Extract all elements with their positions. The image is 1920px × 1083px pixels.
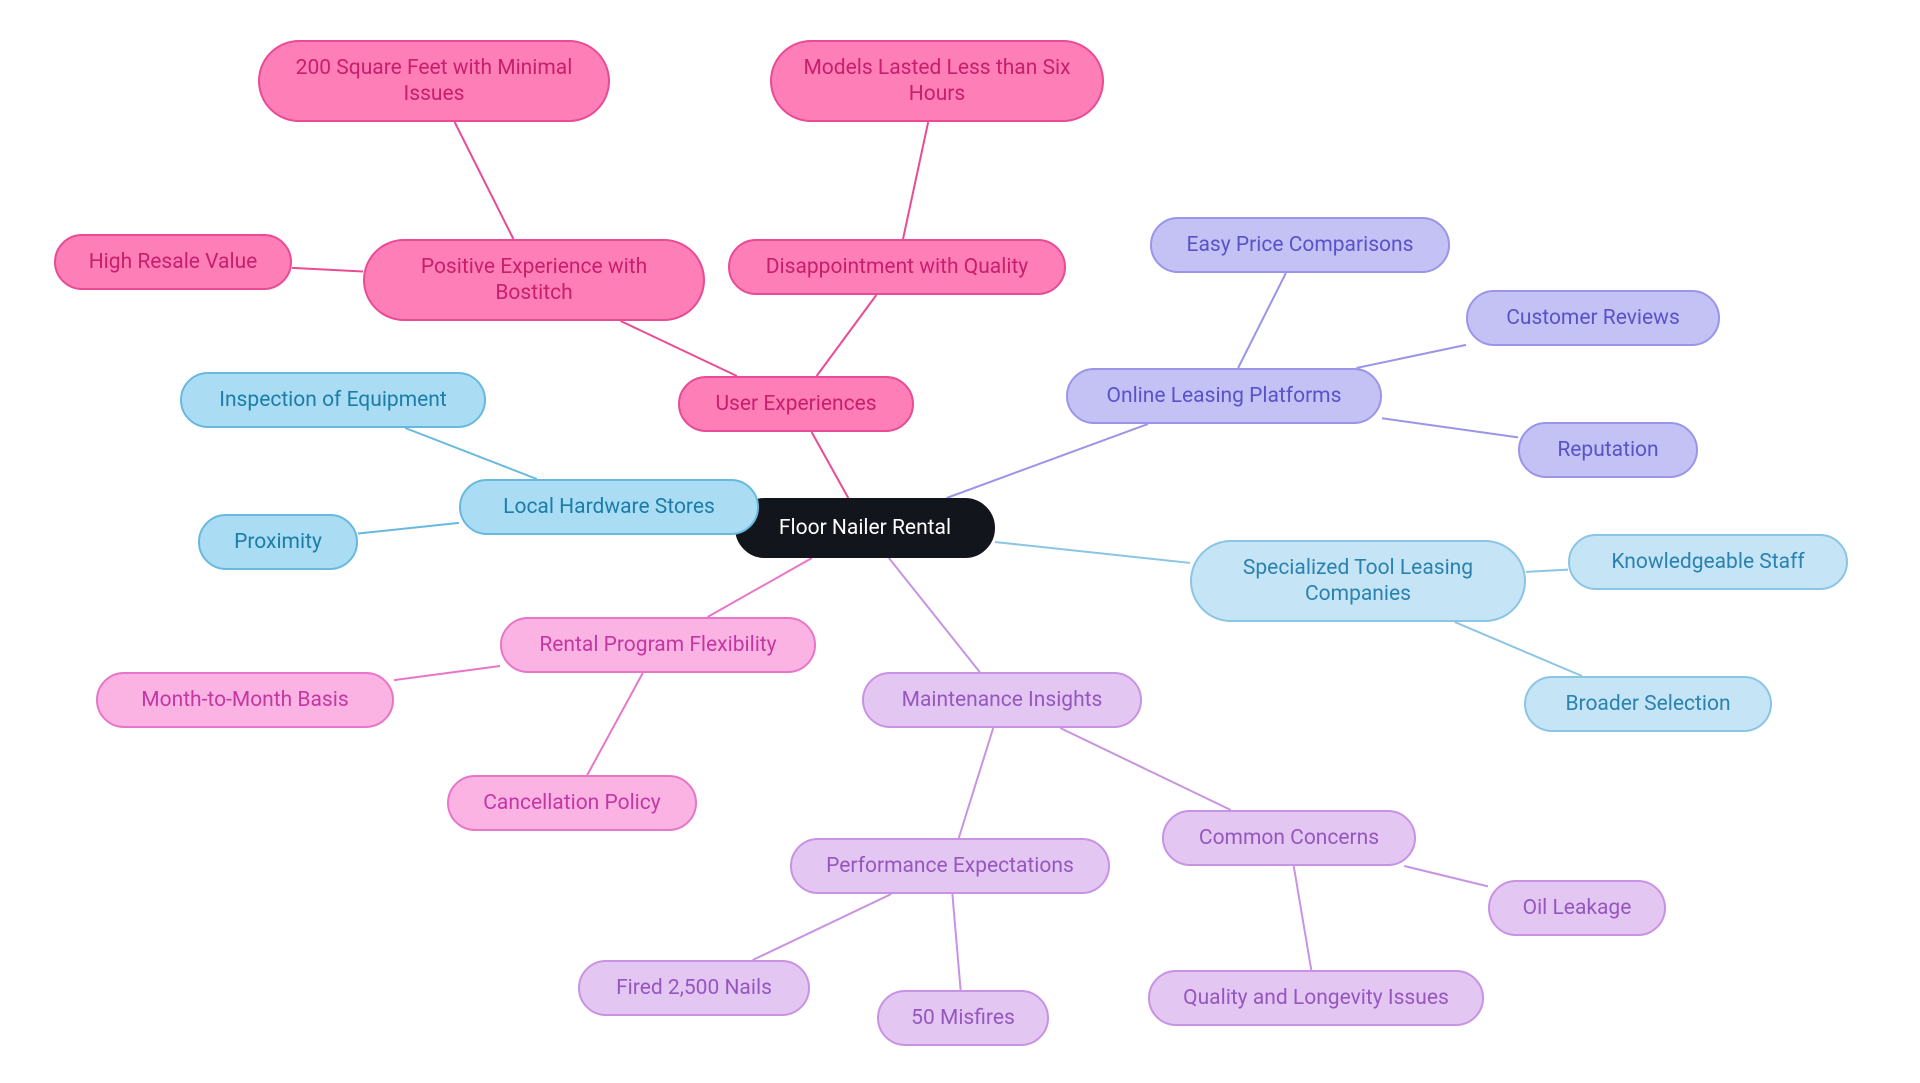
node-local: Local Hardware Stores	[459, 479, 759, 535]
node-label: Reputation	[1557, 437, 1658, 463]
node-ux-resale: High Resale Value	[54, 234, 292, 290]
node-label: Disappointment with Quality	[766, 254, 1029, 280]
node-ux-6hr: Models Lasted Less than Six Hours	[770, 40, 1104, 122]
edge	[1294, 866, 1312, 970]
node-label: User Experiences	[715, 391, 876, 417]
edge	[1404, 866, 1488, 886]
node-label: Inspection of Equipment	[219, 387, 446, 413]
node-spec-staff: Knowledgeable Staff	[1568, 534, 1848, 590]
node-online-price: Easy Price Comparisons	[1150, 217, 1450, 273]
edge	[903, 122, 928, 239]
node-local-insp: Inspection of Equipment	[180, 372, 486, 428]
node-label: Month-to-Month Basis	[141, 687, 348, 713]
node-maint-2500: Fired 2,500 Nails	[578, 960, 810, 1016]
node-label: Knowledgeable Staff	[1611, 549, 1804, 575]
node-root: Floor Nailer Rental	[735, 498, 995, 558]
mindmap-canvas: Floor Nailer Rental User Experiences Posit…	[0, 0, 1920, 1083]
node-flex: Rental Program Flexibility	[500, 617, 816, 673]
edge	[1238, 273, 1286, 368]
edge	[952, 894, 960, 990]
edge	[358, 523, 459, 534]
node-online: Online Leasing Platforms	[1066, 368, 1382, 424]
node-label: Rental Program Flexibility	[539, 632, 776, 658]
node-label: Positive Experience with Bostitch	[389, 254, 679, 307]
node-spec: Specialized Tool Leasing Companies	[1190, 540, 1526, 622]
node-flex-m2m: Month-to-Month Basis	[96, 672, 394, 728]
node-label: Maintenance Insights	[902, 687, 1103, 713]
node-online-rev: Customer Reviews	[1466, 290, 1720, 346]
node-ux: User Experiences	[678, 376, 914, 432]
node-label: Broader Selection	[1565, 691, 1730, 717]
node-label: 200 Square Feet with Minimal Issues	[284, 55, 584, 108]
node-label: Oil Leakage	[1523, 895, 1632, 921]
edge	[405, 428, 537, 479]
edge	[889, 558, 980, 672]
edge	[817, 295, 877, 376]
node-maint-oil: Oil Leakage	[1488, 880, 1666, 936]
node-label: Customer Reviews	[1506, 305, 1680, 331]
edge	[753, 894, 891, 960]
edge	[621, 321, 737, 376]
node-label: Fired 2,500 Nails	[616, 975, 772, 1001]
node-label: High Resale Value	[89, 249, 258, 275]
edge	[1526, 570, 1568, 572]
edge	[587, 673, 643, 775]
edge	[394, 666, 500, 680]
node-label: Floor Nailer Rental	[779, 515, 951, 541]
node-label: Local Hardware Stores	[503, 494, 715, 520]
edge	[455, 122, 514, 239]
node-maint-perf: Performance Expectations	[790, 838, 1110, 894]
node-spec-sel: Broader Selection	[1524, 676, 1772, 732]
edge	[292, 268, 363, 272]
node-maint-quality: Quality and Longevity Issues	[1148, 970, 1484, 1026]
node-label: Quality and Longevity Issues	[1183, 985, 1449, 1011]
edge	[812, 432, 849, 498]
node-label: Online Leasing Platforms	[1107, 383, 1342, 409]
node-label: Easy Price Comparisons	[1187, 232, 1414, 258]
edge	[947, 424, 1148, 498]
edge	[959, 728, 993, 838]
node-maint-50: 50 Misfires	[877, 990, 1049, 1046]
node-label: Specialized Tool Leasing Companies	[1216, 555, 1500, 608]
node-ux-200: 200 Square Feet with Minimal Issues	[258, 40, 610, 122]
edge	[1455, 622, 1582, 676]
node-online-rep: Reputation	[1518, 422, 1698, 478]
edge	[1382, 418, 1518, 437]
node-maint: Maintenance Insights	[862, 672, 1142, 728]
node-maint-common: Common Concerns	[1162, 810, 1416, 866]
edge	[1060, 728, 1231, 810]
node-label: Performance Expectations	[826, 853, 1074, 879]
node-label: Common Concerns	[1199, 825, 1379, 851]
node-flex-cancel: Cancellation Policy	[447, 775, 697, 831]
node-ux-pos: Positive Experience with Bostitch	[363, 239, 705, 321]
node-ux-dis: Disappointment with Quality	[728, 239, 1066, 295]
edge	[708, 558, 812, 617]
node-local-prox: Proximity	[198, 514, 358, 570]
node-label: Models Lasted Less than Six Hours	[796, 55, 1078, 108]
node-label: 50 Misfires	[911, 1005, 1015, 1031]
edge	[995, 542, 1190, 563]
node-label: Cancellation Policy	[483, 790, 660, 816]
node-label: Proximity	[234, 529, 322, 555]
edge	[1356, 345, 1466, 368]
